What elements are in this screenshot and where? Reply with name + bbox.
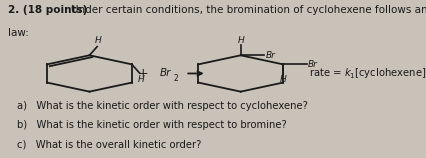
Text: Under certain conditions, the bromination of cyclohexene follows an unusual rate: Under certain conditions, the brominatio… <box>71 5 426 15</box>
Text: a)   What is the kinetic order with respect to cyclohexene?: a) What is the kinetic order with respec… <box>17 101 308 111</box>
Text: b)   What is the kinetic order with respect to bromine?: b) What is the kinetic order with respec… <box>17 120 287 130</box>
Text: H: H <box>237 36 244 45</box>
Text: Br: Br <box>308 60 318 69</box>
Text: +: + <box>138 67 148 80</box>
Text: Br: Br <box>160 68 171 79</box>
Text: c)   What is the overall kinetic order?: c) What is the overall kinetic order? <box>17 139 201 149</box>
Text: H: H <box>280 75 287 84</box>
Text: rate = $k_1$[cyclohexene][Br$_2$]$^2$: rate = $k_1$[cyclohexene][Br$_2$]$^2$ <box>309 66 426 81</box>
Text: 2. (18 points): 2. (18 points) <box>8 5 87 15</box>
Text: H: H <box>138 75 144 84</box>
Text: Br: Br <box>265 51 275 60</box>
Text: law:: law: <box>8 28 29 38</box>
Text: 2: 2 <box>173 74 178 83</box>
Text: H: H <box>95 36 102 45</box>
